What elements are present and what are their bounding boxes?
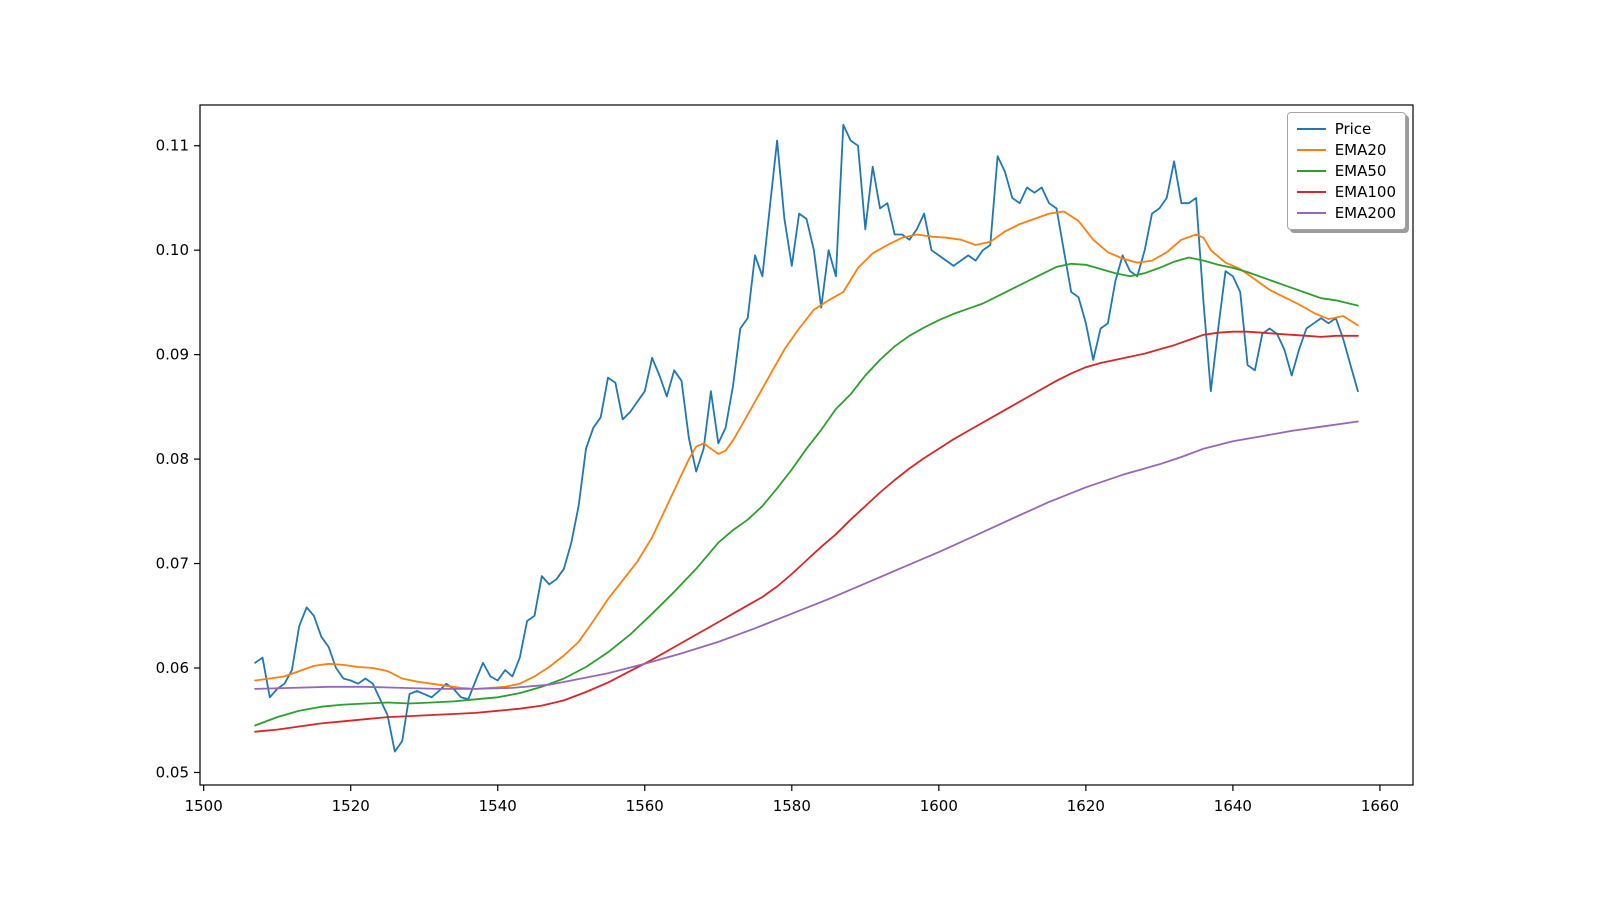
x-tick-label: 1500 [185,797,223,815]
series-line-ema20 [254,210,1359,690]
legend-line-sample-ema20 [1296,148,1326,151]
x-tick-label: 1580 [773,797,811,815]
legend-item-ema20: EMA20 [1296,139,1396,160]
legend-label-ema50: EMA50 [1334,161,1387,180]
legend-label-ema100: EMA100 [1334,182,1396,201]
series-line-ema200 [254,420,1359,690]
legend-item-price: Price [1296,118,1396,139]
plot-frame [199,104,1414,786]
legend-item-ema50: EMA50 [1296,160,1396,181]
series-line-ema50 [254,256,1359,727]
series-line-ema100 [254,330,1359,733]
x-tick-label: 1660 [1361,797,1399,815]
legend-label-ema200: EMA200 [1334,203,1396,222]
legend-item-ema100: EMA100 [1296,181,1396,202]
legend-line-sample-price [1296,127,1326,130]
y-tick-label: 0.11 [156,137,189,155]
x-tick-label: 1540 [479,797,517,815]
y-tick-label: 0.08 [156,450,189,468]
series-line-price [254,123,1359,753]
x-tick-label: 1600 [920,797,958,815]
y-tick-label: 0.10 [156,241,189,259]
x-tick-label: 1560 [626,797,664,815]
x-tick-label: 1620 [1067,797,1105,815]
y-tick-label: 0.06 [156,659,189,677]
legend-item-ema200: EMA200 [1296,202,1396,223]
y-tick-label: 0.05 [156,763,189,781]
legend-line-sample-ema200 [1296,211,1326,214]
x-tick-label: 1520 [332,797,370,815]
legend-line-sample-ema100 [1296,190,1326,193]
y-tick-label: 0.07 [156,555,189,573]
legend-label-price: Price [1334,119,1372,138]
y-tick-label: 0.09 [156,346,189,364]
legend: Price EMA20 EMA50 EMA100 EMA200 [1286,112,1406,230]
legend-label-ema20: EMA20 [1334,140,1387,159]
legend-line-sample-ema50 [1296,169,1326,172]
x-tick-label: 1640 [1214,797,1252,815]
